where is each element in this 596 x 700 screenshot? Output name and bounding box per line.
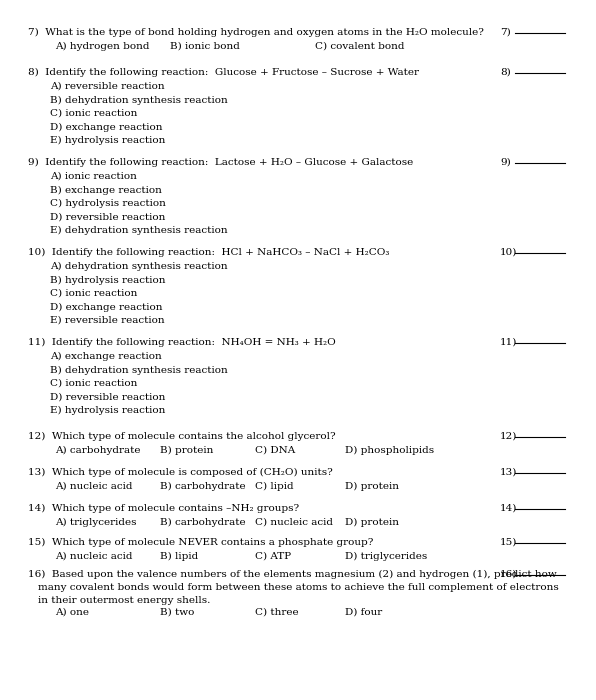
Text: B) dehydration synthesis reaction: B) dehydration synthesis reaction [50, 365, 228, 375]
Text: A) exchange reaction: A) exchange reaction [50, 352, 162, 361]
Text: A) reversible reaction: A) reversible reaction [50, 82, 164, 91]
Text: D) triglycerides: D) triglycerides [345, 552, 427, 561]
Text: 10)  Identify the following reaction:  HCl + NaHCO₃ – NaCl + H₂CO₃: 10) Identify the following reaction: HCl… [28, 248, 389, 257]
Text: E) hydrolysis reaction: E) hydrolysis reaction [50, 406, 165, 415]
Text: A) nucleic acid: A) nucleic acid [55, 482, 132, 491]
Text: C) covalent bond: C) covalent bond [315, 42, 405, 51]
Text: B) carbohydrate: B) carbohydrate [160, 518, 246, 527]
Text: B) two: B) two [160, 608, 194, 617]
Text: C) hydrolysis reaction: C) hydrolysis reaction [50, 199, 166, 208]
Text: D) reversible reaction: D) reversible reaction [50, 213, 165, 221]
Text: 15)  Which type of molecule NEVER contains a phosphate group?: 15) Which type of molecule NEVER contain… [28, 538, 373, 547]
Text: C) lipid: C) lipid [255, 482, 294, 491]
Text: A) carbohydrate: A) carbohydrate [55, 446, 141, 455]
Text: B) lipid: B) lipid [160, 552, 198, 561]
Text: A) one: A) one [55, 608, 89, 617]
Text: 7): 7) [500, 28, 511, 37]
Text: in their outermost energy shells.: in their outermost energy shells. [38, 596, 210, 605]
Text: D) protein: D) protein [345, 518, 399, 527]
Text: C) nucleic acid: C) nucleic acid [255, 518, 333, 527]
Text: 9): 9) [500, 158, 511, 167]
Text: 10): 10) [500, 248, 517, 257]
Text: 9)  Identify the following reaction:  Lactose + H₂O – Glucose + Galactose: 9) Identify the following reaction: Lact… [28, 158, 413, 167]
Text: E) reversible reaction: E) reversible reaction [50, 316, 164, 325]
Text: C) three: C) three [255, 608, 299, 617]
Text: 13)  Which type of molecule is composed of (CH₂O) units?: 13) Which type of molecule is composed o… [28, 468, 333, 477]
Text: 14): 14) [500, 504, 517, 513]
Text: D) reversible reaction: D) reversible reaction [50, 393, 165, 402]
Text: 12): 12) [500, 432, 517, 441]
Text: many covalent bonds would form between these atoms to achieve the full complemen: many covalent bonds would form between t… [38, 583, 559, 592]
Text: 11)  Identify the following reaction:  NH₄OH = NH₃ + H₂O: 11) Identify the following reaction: NH₄… [28, 338, 336, 347]
Text: E) hydrolysis reaction: E) hydrolysis reaction [50, 136, 165, 145]
Text: B) dehydration synthesis reaction: B) dehydration synthesis reaction [50, 95, 228, 104]
Text: 11): 11) [500, 338, 517, 347]
Text: E) dehydration synthesis reaction: E) dehydration synthesis reaction [50, 226, 228, 235]
Text: B) exchange reaction: B) exchange reaction [50, 186, 162, 195]
Text: 12)  Which type of molecule contains the alcohol glycerol?: 12) Which type of molecule contains the … [28, 432, 336, 441]
Text: 13): 13) [500, 468, 517, 477]
Text: B) hydrolysis reaction: B) hydrolysis reaction [50, 276, 166, 285]
Text: C) ATP: C) ATP [255, 552, 291, 561]
Text: D) protein: D) protein [345, 482, 399, 491]
Text: D) exchange reaction: D) exchange reaction [50, 122, 163, 132]
Text: B) carbohydrate: B) carbohydrate [160, 482, 246, 491]
Text: A) ionic reaction: A) ionic reaction [50, 172, 137, 181]
Text: 8)  Identify the following reaction:  Glucose + Fructose – Sucrose + Water: 8) Identify the following reaction: Gluc… [28, 68, 419, 77]
Text: C) ionic reaction: C) ionic reaction [50, 109, 137, 118]
Text: 16)  Based upon the valence numbers of the elements magnesium (2) and hydrogen (: 16) Based upon the valence numbers of th… [28, 570, 557, 579]
Text: D) exchange reaction: D) exchange reaction [50, 302, 163, 312]
Text: A) triglycerides: A) triglycerides [55, 518, 136, 527]
Text: C) ionic reaction: C) ionic reaction [50, 289, 137, 298]
Text: 15): 15) [500, 538, 517, 547]
Text: A) dehydration synthesis reaction: A) dehydration synthesis reaction [50, 262, 228, 271]
Text: 7)  What is the type of bond holding hydrogen and oxygen atoms in the H₂O molecu: 7) What is the type of bond holding hydr… [28, 28, 484, 37]
Text: A) hydrogen bond: A) hydrogen bond [55, 42, 150, 51]
Text: B) ionic bond: B) ionic bond [170, 42, 240, 51]
Text: B) protein: B) protein [160, 446, 213, 455]
Text: 14)  Which type of molecule contains –NH₂ groups?: 14) Which type of molecule contains –NH₂… [28, 504, 299, 513]
Text: 8): 8) [500, 68, 511, 77]
Text: C) DNA: C) DNA [255, 446, 295, 455]
Text: C) ionic reaction: C) ionic reaction [50, 379, 137, 388]
Text: A) nucleic acid: A) nucleic acid [55, 552, 132, 561]
Text: D) phospholipids: D) phospholipids [345, 446, 434, 455]
Text: 16): 16) [500, 570, 517, 579]
Text: D) four: D) four [345, 608, 382, 617]
